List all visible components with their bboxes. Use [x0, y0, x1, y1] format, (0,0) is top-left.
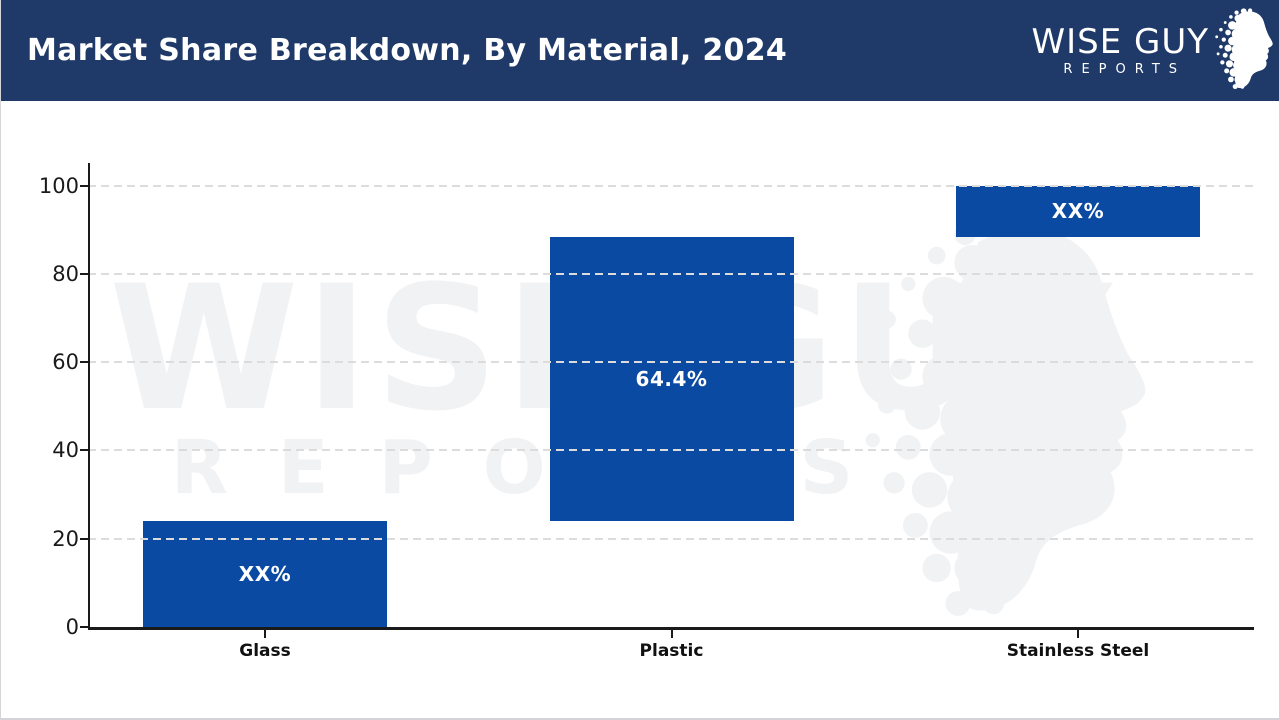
bars-layer: XX% 64.4% XX%: [1, 101, 1279, 718]
brand-logo-text: WISE GUY REPORTS: [1031, 25, 1209, 76]
brand-name: WISE GUY: [1031, 22, 1209, 62]
brand-logo: WISE GUY REPORTS: [1031, 7, 1279, 94]
bar-value-label: XX%: [1051, 199, 1105, 224]
x-tick: [1077, 630, 1079, 638]
bar-value-label: 64.4%: [635, 366, 708, 391]
gridline: [88, 537, 1254, 540]
y-tick: [80, 537, 88, 540]
bar-value-label: XX%: [238, 562, 292, 587]
brand-face-icon: [1215, 7, 1273, 89]
brand-subname: REPORTS: [1063, 62, 1187, 77]
bar-stainless-steel: [956, 185, 1200, 237]
x-tick-label: Glass: [239, 641, 291, 661]
axes-layer: 0 20 40 60 80 100 Glass Plastic Stainless Steel: [1, 101, 1279, 718]
gridline: [88, 361, 1254, 364]
y-tick: [80, 626, 88, 628]
gridline: [88, 272, 1254, 275]
chart-area: WISE GUY REPORTS XX% 64.4% XX% 0 20 40 60 80 10…: [1, 101, 1279, 718]
y-tick-label: 100: [38, 173, 79, 198]
y-tick: [80, 449, 88, 452]
y-tick: [80, 272, 88, 275]
y-tick-label: 80: [52, 261, 79, 286]
y-axis-line: [88, 163, 90, 630]
x-tick: [670, 630, 673, 638]
y-tick-label: 20: [52, 526, 79, 551]
y-tick-label: 60: [52, 350, 79, 375]
grid-layer: [1, 101, 1279, 718]
x-tick-label: Plastic: [639, 641, 704, 661]
header-bar: Market Share Breakdown, By Material, 202…: [1, 0, 1279, 101]
x-tick: [264, 630, 266, 638]
bar-plastic: [549, 236, 794, 522]
y-tick: [80, 184, 88, 187]
x-axis-line: [88, 627, 1254, 630]
y-tick-label: 0: [65, 615, 79, 639]
y-tick: [80, 361, 88, 364]
gridline: [88, 449, 1254, 452]
gridline: [88, 184, 1254, 187]
y-tick-label: 40: [52, 438, 79, 463]
x-tick-label: Stainless Steel: [1006, 641, 1150, 661]
page-title: Market Share Breakdown, By Material, 202…: [27, 33, 788, 68]
